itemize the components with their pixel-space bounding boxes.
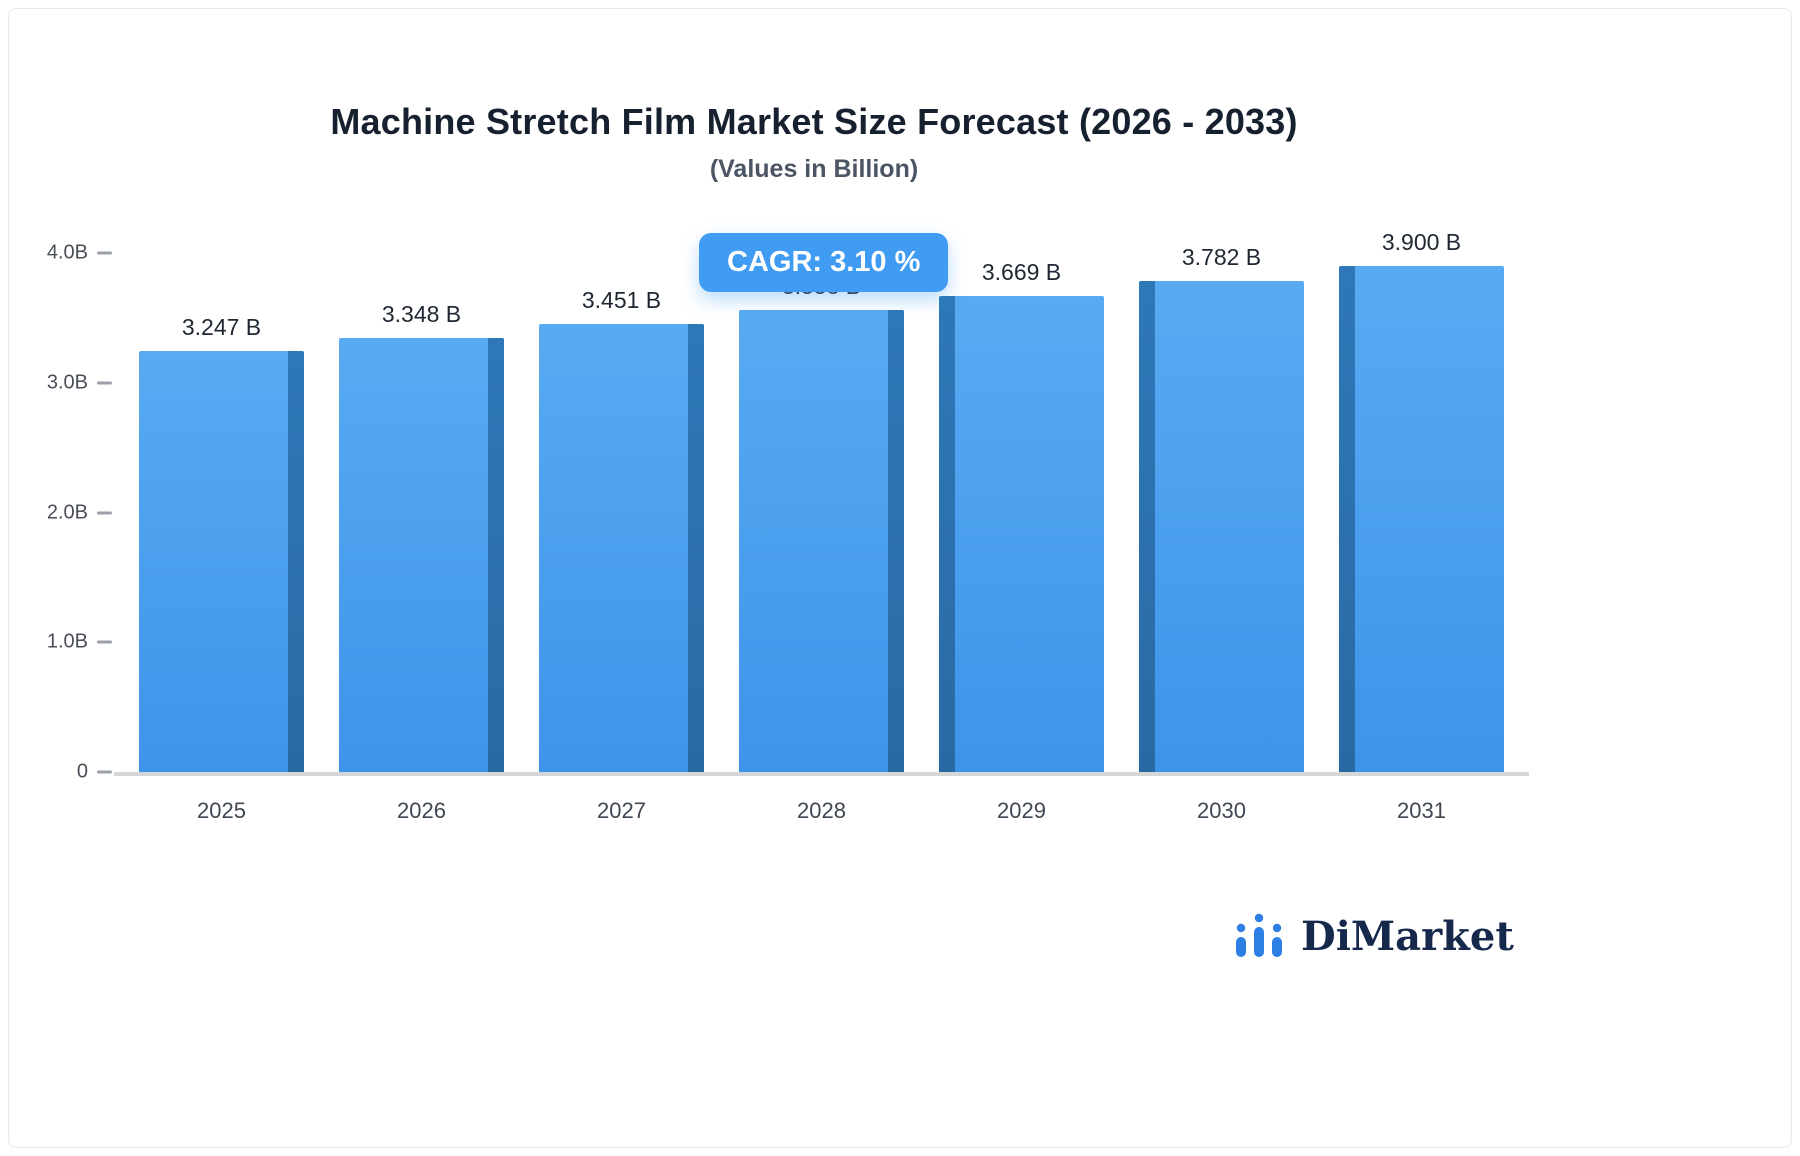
bar-value-label: 3.247 B <box>181 313 262 340</box>
bar-group: 3.348 B 2026 <box>339 300 504 823</box>
y-tick-label: 4.0B <box>46 241 88 264</box>
chart-card: Machine Stretch Film Market Size Forecas… <box>8 8 1792 1148</box>
y-tick-mark <box>97 381 112 385</box>
y-tick-label: 1.0B <box>46 630 88 653</box>
bar-3d-side <box>488 337 504 772</box>
bar-3d-side <box>688 324 704 772</box>
chart-title: Machine Stretch Film Market Size Forecas… <box>330 101 1298 142</box>
y-tick-mark <box>97 511 112 514</box>
bar-chart-logo-icon <box>1231 911 1289 961</box>
x-axis-label: 2030 <box>1197 798 1246 823</box>
bar-value-label: 3.900 B <box>1381 228 1462 255</box>
bar <box>539 324 704 772</box>
y-tick-label: 3.0B <box>46 371 88 394</box>
x-axis-label: 2031 <box>1397 798 1446 823</box>
y-tick: 2.0B <box>47 501 112 524</box>
bar-value-label: 3.782 B <box>1181 244 1262 271</box>
bar-value-label: 3.451 B <box>581 287 662 314</box>
plot-area: 3.247 B 2025 3.348 B 2026 3.451 B 2027 3.558 B… <box>114 229 1529 823</box>
bar-group: 3.669 B 2029 <box>939 258 1104 823</box>
bar-group: 3.900 B 2031 <box>1339 228 1504 823</box>
bar-value-label: 3.669 B <box>981 258 1062 285</box>
x-axis-label: 2025 <box>197 798 246 823</box>
bar-group: 3.451 B 2027 <box>539 287 704 823</box>
bar <box>739 310 904 772</box>
y-tick: 4.0B <box>47 242 112 265</box>
bar <box>1139 281 1304 772</box>
bar <box>939 295 1104 772</box>
x-axis-label: 2027 <box>597 798 646 823</box>
bar-group: 3.558 B2028 <box>739 273 904 823</box>
bar-group: 3.782 B 2030 <box>1139 244 1304 823</box>
y-tick-label: 2.0B <box>46 501 88 523</box>
bar <box>339 337 504 772</box>
bar-3d-side <box>888 310 904 772</box>
y-tick: 3.0B <box>47 371 112 394</box>
bar-value-label: 3.348 B <box>381 300 462 327</box>
bar <box>139 350 304 772</box>
y-axis: 0 1.0B 2.0B 3.0B 4.0B <box>9 242 112 783</box>
y-tick-mark <box>97 251 112 255</box>
y-tick-mark <box>97 770 112 774</box>
y-tick: 1.0B <box>47 631 112 654</box>
x-axis-label: 2026 <box>397 798 446 823</box>
bars-container: 3.247 B 2025 3.348 B 2026 3.451 B 2027 3.558 B… <box>114 229 1529 823</box>
bar-3d-side <box>939 295 955 772</box>
cagr-badge: CAGR: 3.10 % <box>699 233 949 292</box>
bar-group: 3.247 B 2025 <box>139 313 304 823</box>
brand-logo: DiMarket <box>1231 911 1514 961</box>
bar-3d-side <box>1339 265 1355 772</box>
y-tick-mark <box>97 640 112 644</box>
bar-3d-side <box>288 350 304 772</box>
x-axis-label: 2028 <box>797 798 846 823</box>
brand-name: DiMarket <box>1301 912 1514 960</box>
x-axis-label: 2029 <box>997 798 1046 823</box>
bar <box>1339 265 1504 772</box>
y-tick-label: 0 <box>76 760 88 783</box>
y-tick: 0 <box>77 761 112 784</box>
bar-3d-side <box>1139 281 1155 772</box>
chart-subtitle: (Values in Billion) <box>709 155 919 183</box>
